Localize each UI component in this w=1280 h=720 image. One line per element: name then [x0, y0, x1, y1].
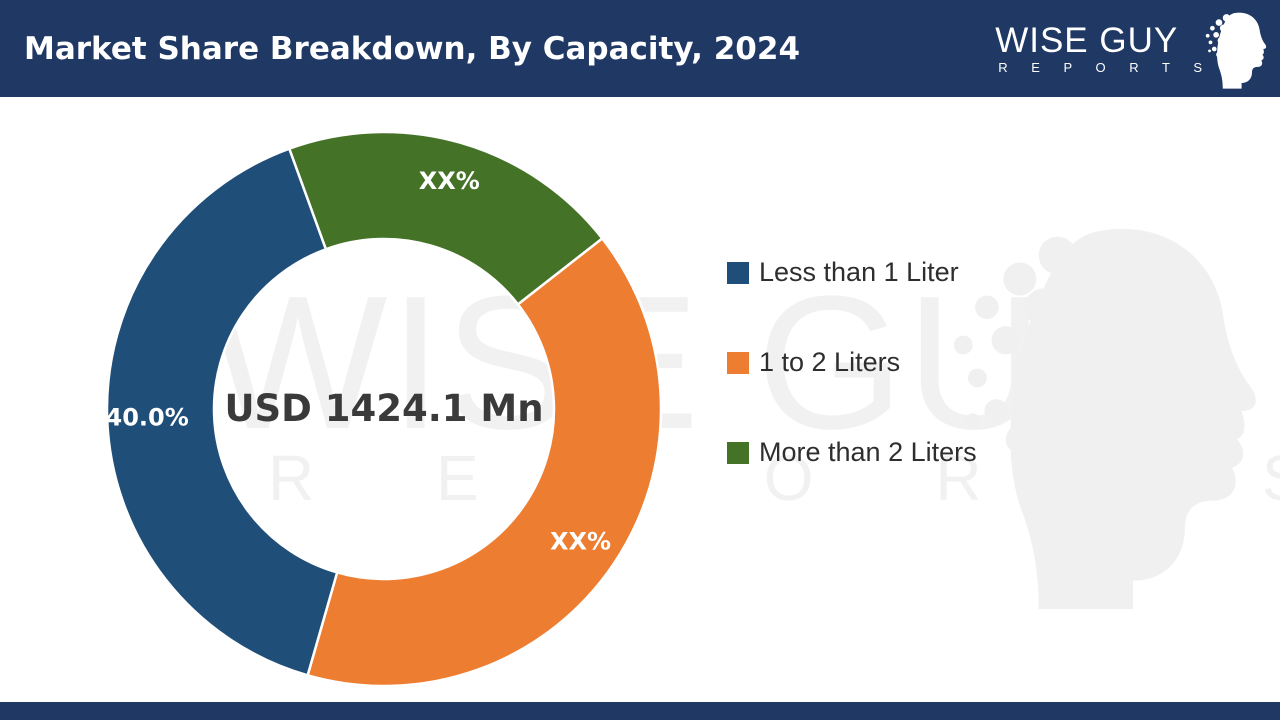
footer-bar: [0, 702, 1280, 720]
logo-head-icon: [1205, 12, 1267, 89]
legend-label: More than 2 Liters: [759, 437, 977, 467]
legend-swatch-blue: [727, 261, 749, 284]
chart-center-value: USD 1424.1 Mn: [224, 387, 544, 430]
donut-slice-1-to-2-liters: [306, 236, 663, 688]
page-title: Market Share Breakdown, By Capacity, 202…: [24, 30, 801, 67]
donut-slice-more-than-2-liters: [287, 130, 605, 307]
donut-slice-less-than-1-liter: [105, 147, 339, 677]
legend-item: 1 to 2 Liters: [727, 347, 900, 378]
legend-item: More than 2 Liters: [727, 437, 977, 468]
wise-guy-logo: WISE GUY R E P O R T S: [995, 9, 1280, 89]
legend-label: 1 to 2 Liters: [759, 347, 901, 377]
logo-wordmark: WISE GUY: [995, 21, 1179, 60]
legend-label: Less than 1 Liter: [759, 257, 959, 287]
header-bar: Market Share Breakdown, By Capacity, 202…: [0, 0, 1280, 97]
logo-text: WISE GUY R E P O R T S: [995, 23, 1212, 74]
slice-value-label: XX%: [419, 167, 480, 195]
logo-subtitle: R E P O R T S: [998, 60, 1212, 75]
slice-value-label: 40.0%: [106, 403, 189, 431]
slice-value-label: XX%: [550, 528, 611, 556]
legend-swatch-green: [727, 441, 749, 464]
legend-item: Less than 1 Liter: [727, 257, 959, 288]
legend-swatch-orange: [727, 351, 749, 374]
